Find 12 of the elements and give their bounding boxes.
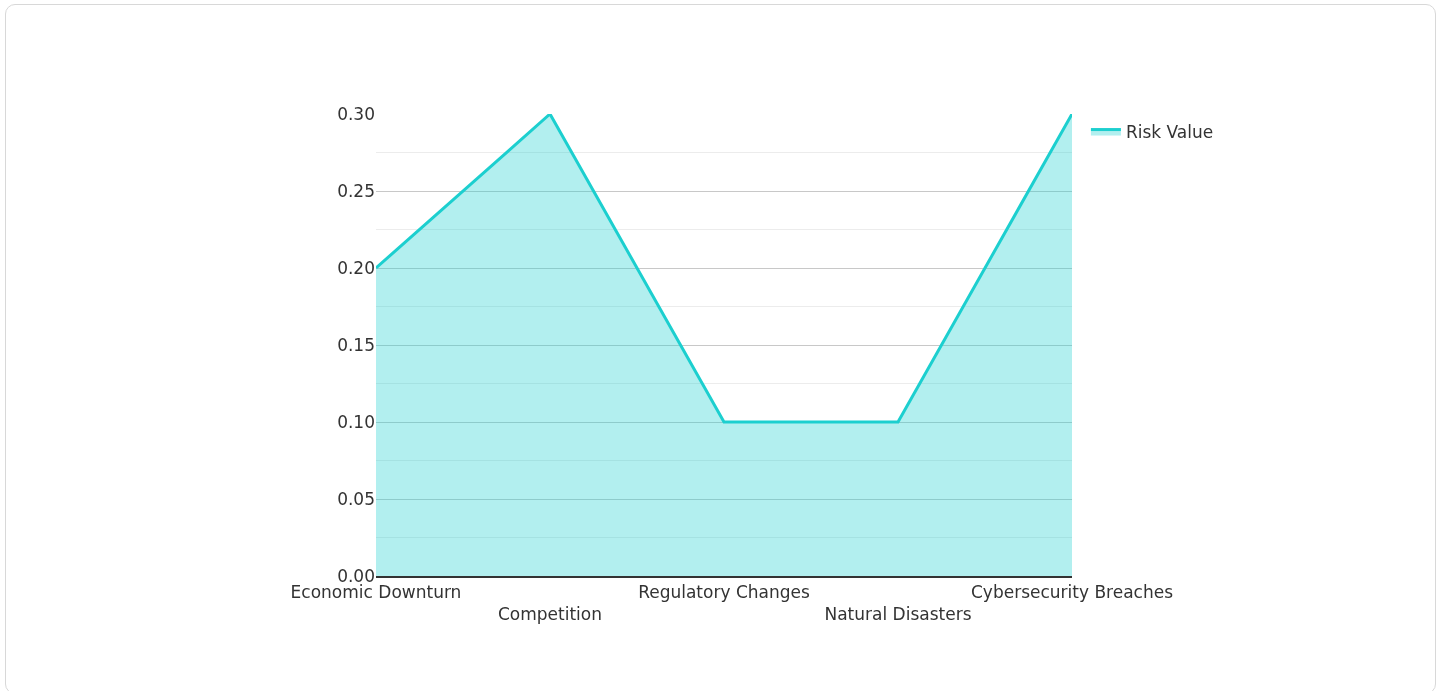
- x-tick-label: Natural Disasters: [824, 604, 972, 625]
- x-tick-label: Regulatory Changes: [638, 582, 810, 603]
- x-tick-label: Cybersecurity Breaches: [970, 582, 1174, 603]
- y-tick-label: 0.30: [337, 103, 375, 124]
- y-tick-label: 0.10: [337, 411, 375, 432]
- y-tick-label: 0.15: [337, 334, 375, 355]
- x-tick-label: Competition: [497, 604, 603, 625]
- y-tick-label: 0.25: [337, 180, 375, 201]
- x-tick-label: Economic Downturn: [290, 582, 462, 603]
- y-tick-label: 0.05: [337, 488, 375, 509]
- y-tick-label: 0.20: [337, 257, 375, 278]
- legend-label: Risk Value: [1125, 122, 1214, 143]
